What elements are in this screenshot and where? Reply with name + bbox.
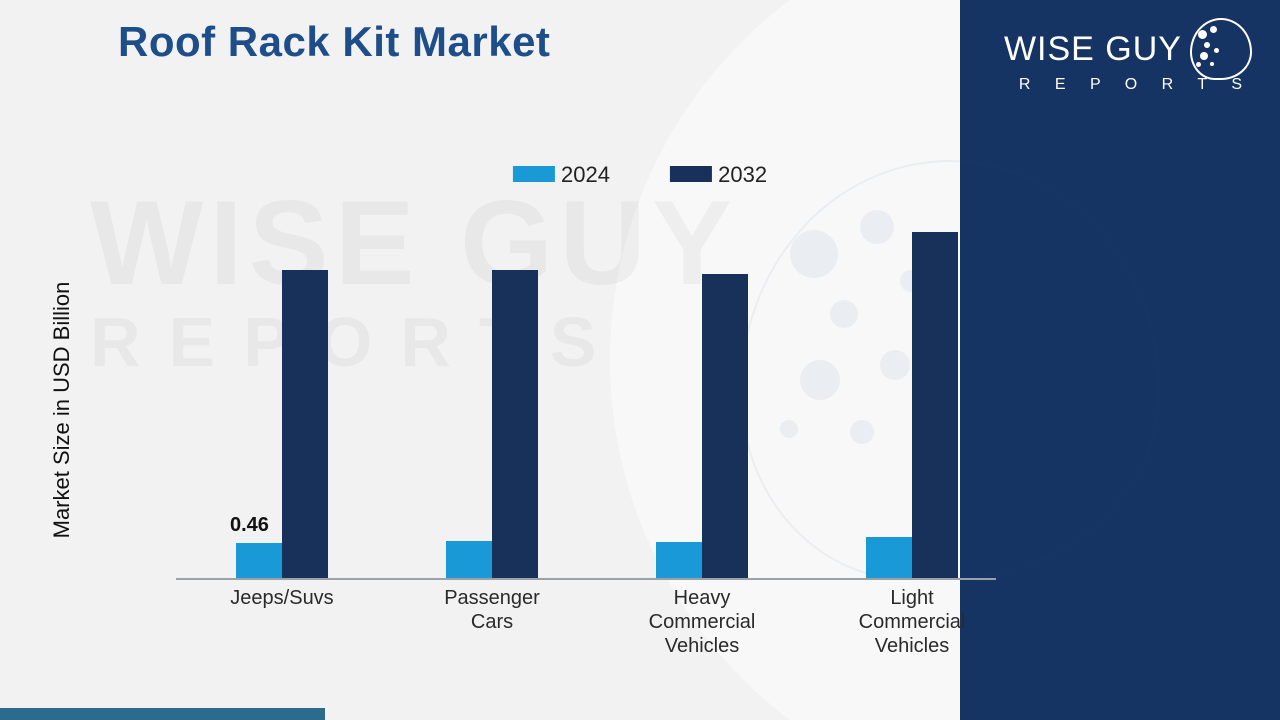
chart-legend: 2024 2032 [513,162,767,188]
bar [702,274,748,578]
legend-item: 2024 [513,162,610,188]
bar [912,232,958,578]
brand-name: WISE GUY [1004,30,1182,69]
chart-title: Roof Rack Kit Market [118,18,550,66]
x-axis-line [176,578,996,580]
bar [282,270,328,578]
brand-logo: WISE GUY R E P O R T S [1004,18,1252,94]
chart-area: Market Size in USD Billion Jeeps/SuvsPas… [98,200,998,620]
bar [236,543,282,578]
brand-head-icon [1190,18,1252,80]
category-label: PassengerCars [402,586,582,634]
right-accent-band [960,0,1280,720]
legend-swatch [513,166,555,182]
bar [446,541,492,578]
y-axis-label: Market Size in USD Billion [49,282,75,539]
bar [656,542,702,578]
category-label: Jeeps/Suvs [192,586,372,610]
bottom-accent-strip [0,708,325,720]
value-label: 0.46 [230,514,269,537]
bar [492,270,538,578]
legend-item: 2032 [670,162,767,188]
legend-swatch [670,166,712,182]
category-label: LightCommercialVehicles [822,586,1002,658]
plot-area: Jeeps/SuvsPassengerCarsHeavyCommercialVe… [176,200,996,580]
legend-label: 2032 [718,162,767,187]
chart-card: WISE GUYREPORTS Roof Rack Kit Market WIS… [0,0,1280,720]
bar [866,537,912,578]
legend-label: 2024 [561,162,610,187]
category-label: HeavyCommercialVehicles [612,586,792,658]
